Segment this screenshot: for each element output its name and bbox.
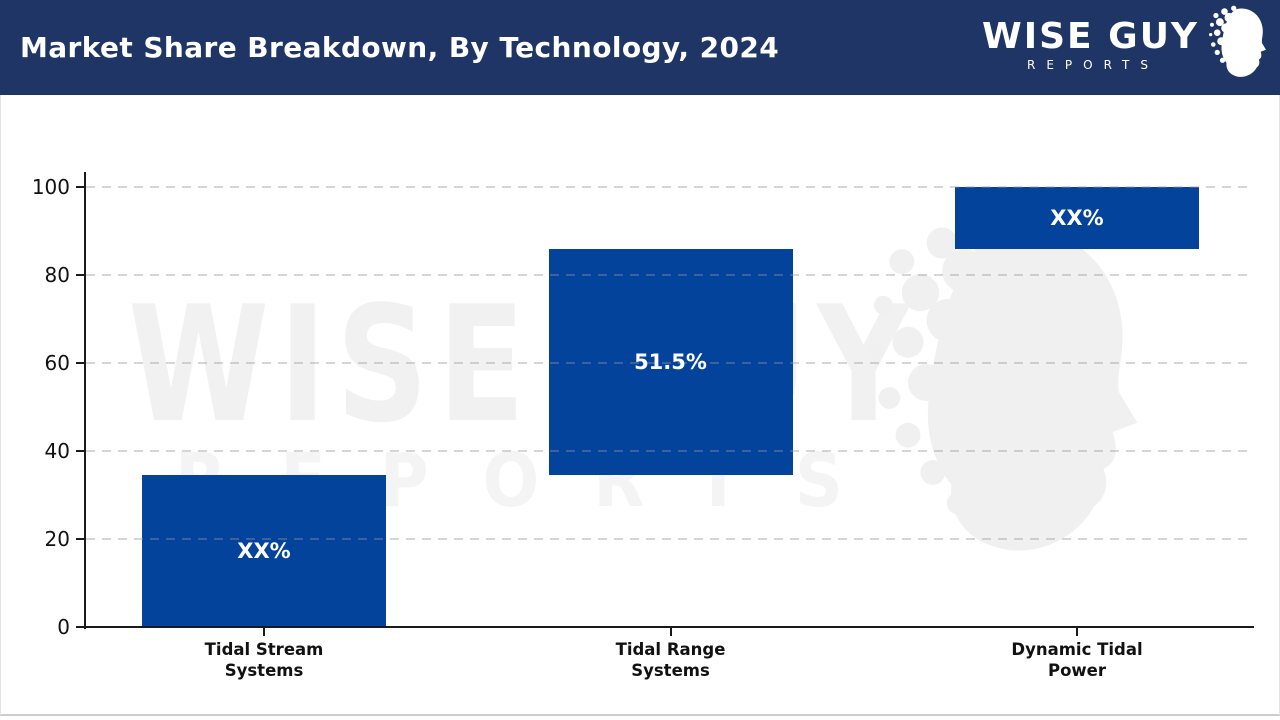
bar-segment <box>548 248 793 476</box>
bar-segment <box>142 475 386 627</box>
brand-name: WISE GUY <box>981 16 1199 58</box>
watermark-face-icon <box>869 215 1138 551</box>
x-axis-tick <box>669 628 672 636</box>
x-axis-tick <box>1076 628 1078 636</box>
gridline-y-40 <box>86 450 1253 452</box>
gridline-y-100 <box>86 186 1253 188</box>
brand-logo: WISE GUY REPORTS <box>982 5 1270 84</box>
y-axis-tick-label: 40 <box>44 439 70 463</box>
left-border <box>0 95 1 715</box>
header-bar: Market Share Breakdown, By Technology, 2… <box>0 0 1280 95</box>
gridline-y-80 <box>86 274 1253 276</box>
bar-value-label: XX% <box>1050 205 1104 230</box>
x-axis-category-label: Tidal Stream Systems <box>124 639 404 682</box>
brand-face-icon <box>1209 5 1266 77</box>
brand-wordmark: WISE GUY REPORTS <box>982 17 1199 72</box>
y-axis-tick-label: 60 <box>44 351 70 375</box>
x-axis-category-label: Tidal Range Systems <box>531 639 811 682</box>
category-label-line: Dynamic Tidal <box>1011 640 1143 659</box>
bar-value-label: 51.5% <box>634 349 707 374</box>
bar-segment <box>955 187 1199 249</box>
y-axis-tick <box>76 626 85 628</box>
y-axis-tick <box>76 538 85 540</box>
x-axis-line <box>84 626 1254 628</box>
gridline-y-20 <box>86 538 1253 540</box>
y-axis-tick-label: 80 <box>44 263 70 287</box>
x-axis-tick <box>263 628 265 636</box>
y-axis-tick <box>76 274 85 276</box>
category-label-line: Systems <box>224 661 304 681</box>
bottom-divider <box>0 714 1280 716</box>
bar-value-label: XX% <box>237 539 291 564</box>
x-axis-category-label: Dynamic Tidal Power <box>937 639 1217 682</box>
y-axis-tick <box>76 450 85 452</box>
brand-subtitle: REPORTS <box>1026 57 1159 72</box>
y-axis-tick-label: 0 <box>57 615 70 639</box>
category-label-line: Power <box>1048 661 1106 681</box>
category-label-line: Systems <box>631 661 710 681</box>
y-axis-tick-label: 100 <box>31 175 70 199</box>
category-label-line: Tidal Range <box>615 640 726 659</box>
watermark-wordmark: WISE GUY <box>128 271 920 458</box>
gridline-y-60 <box>86 362 1253 364</box>
y-axis-line <box>84 172 86 629</box>
y-axis-tick <box>76 186 85 188</box>
page-title: Market Share Breakdown, By Technology, 2… <box>20 31 780 64</box>
y-axis-tick-label: 20 <box>44 527 70 551</box>
category-label-line: Tidal Stream <box>204 640 324 659</box>
y-axis-tick <box>76 362 85 364</box>
